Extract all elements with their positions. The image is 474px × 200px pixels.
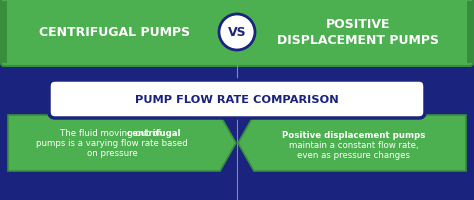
FancyBboxPatch shape — [467, 2, 474, 64]
Text: POSITIVE
DISPLACEMENT PUMPS: POSITIVE DISPLACEMENT PUMPS — [277, 18, 439, 47]
Polygon shape — [238, 115, 466, 171]
Text: pumps is a varying flow rate based: pumps is a varying flow rate based — [36, 139, 188, 148]
Text: on pressure: on pressure — [87, 149, 137, 158]
Text: VS: VS — [228, 26, 246, 39]
FancyBboxPatch shape — [1, 0, 473, 67]
Text: even as pressure changes: even as pressure changes — [298, 151, 410, 160]
FancyBboxPatch shape — [49, 81, 425, 118]
Text: Positive displacement pumps: Positive displacement pumps — [283, 131, 426, 140]
Text: PUMP FLOW RATE COMPARISON: PUMP FLOW RATE COMPARISON — [135, 95, 339, 104]
Polygon shape — [8, 115, 236, 171]
Circle shape — [219, 15, 255, 51]
Text: centrifugal: centrifugal — [43, 129, 181, 138]
Text: maintain a constant flow rate,: maintain a constant flow rate, — [289, 141, 419, 150]
FancyBboxPatch shape — [0, 2, 7, 64]
Text: The fluid moving out of: The fluid moving out of — [60, 129, 164, 138]
Text: CENTRIFUGAL PUMPS: CENTRIFUGAL PUMPS — [39, 26, 191, 39]
